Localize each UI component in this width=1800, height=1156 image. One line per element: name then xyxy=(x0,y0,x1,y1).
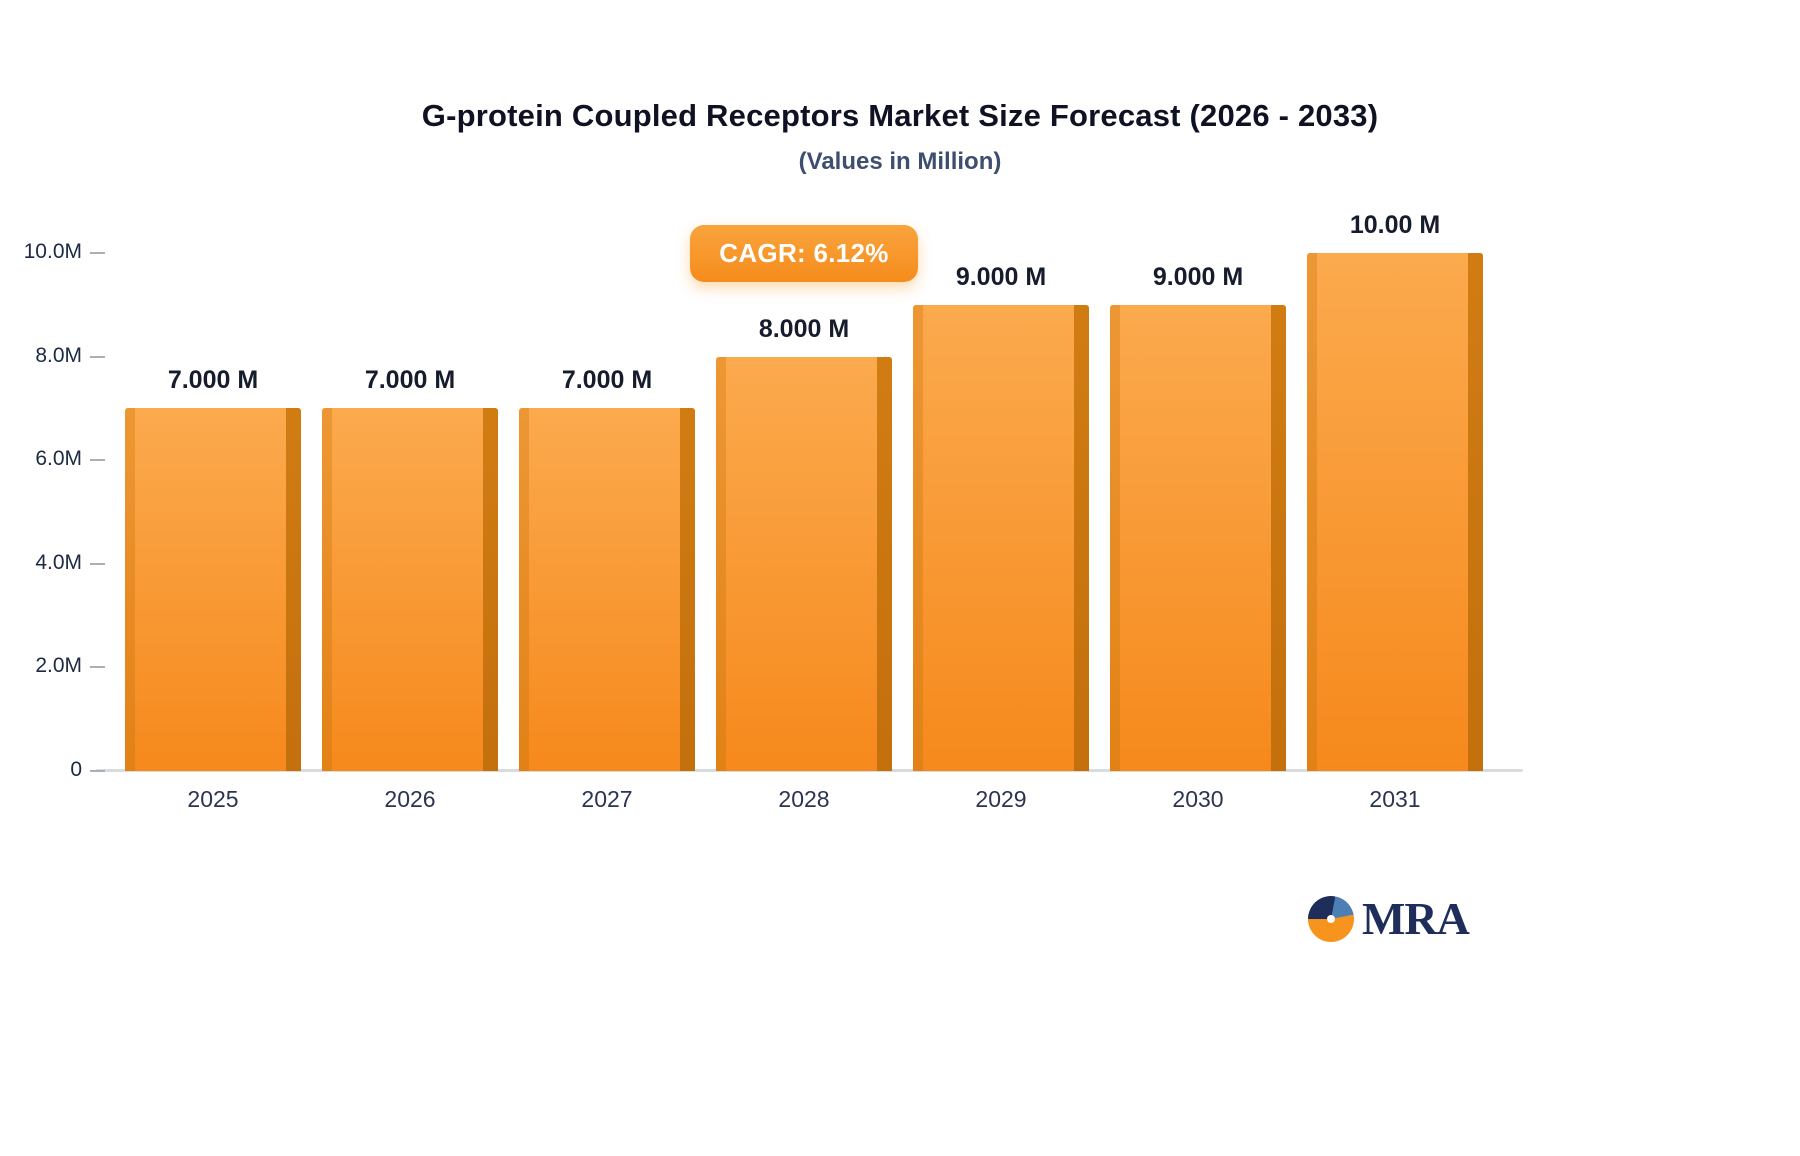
y-axis-tick-label: 0 xyxy=(70,758,82,781)
chart-title: G-protein Coupled Receptors Market Size … xyxy=(421,98,1379,133)
x-axis-label: 2028 xyxy=(778,786,830,812)
y-axis-tick-mark xyxy=(90,562,105,565)
y-axis-tick-label: 8.0M xyxy=(35,343,82,367)
bar-value-label: 9.000 M xyxy=(955,262,1047,291)
y-axis-tick-label: 2.0M xyxy=(35,654,82,678)
y-axis-tick-mark xyxy=(90,770,105,772)
x-axis-label: 2031 xyxy=(1369,786,1421,812)
y-axis-tick-mark xyxy=(90,355,105,358)
y-axis-tick-mark xyxy=(90,252,105,254)
bar xyxy=(1307,253,1483,771)
x-axis-label: 2027 xyxy=(581,786,633,812)
bar-value-label: 7.000 M xyxy=(561,366,653,395)
bar-value-label: 8.000 M xyxy=(758,314,850,343)
x-axis-label: 2030 xyxy=(1172,786,1224,812)
bar xyxy=(322,408,498,771)
bar-value-label: 7.000 M xyxy=(364,366,456,395)
bar xyxy=(1110,304,1286,772)
bar-value-label: 9.000 M xyxy=(1152,262,1244,291)
x-axis-label: 2026 xyxy=(384,786,436,812)
bar xyxy=(519,408,695,771)
bar xyxy=(716,356,892,772)
bar xyxy=(125,408,301,771)
logo-pie-icon xyxy=(1308,896,1354,942)
bar-value-label: 10.00 M xyxy=(1349,211,1441,239)
logo-text: MRA xyxy=(1362,893,1470,944)
y-axis-tick-label: 4.0M xyxy=(35,550,82,574)
y-axis-tick-mark xyxy=(90,666,105,669)
chart-subtitle: (Values in Million) xyxy=(798,148,1002,175)
cagr-badge: CAGR: 6.12% xyxy=(690,225,918,282)
y-axis-tick-label: 6.0M xyxy=(35,447,82,471)
logo: MRA xyxy=(1308,893,1470,944)
x-axis-label: 2025 xyxy=(187,786,239,812)
x-axis-label: 2029 xyxy=(975,786,1027,812)
y-axis-tick-mark xyxy=(90,459,105,462)
bar xyxy=(913,304,1089,772)
y-axis-tick-label: 10.0M xyxy=(23,240,82,263)
bar-value-label: 7.000 M xyxy=(167,366,259,395)
